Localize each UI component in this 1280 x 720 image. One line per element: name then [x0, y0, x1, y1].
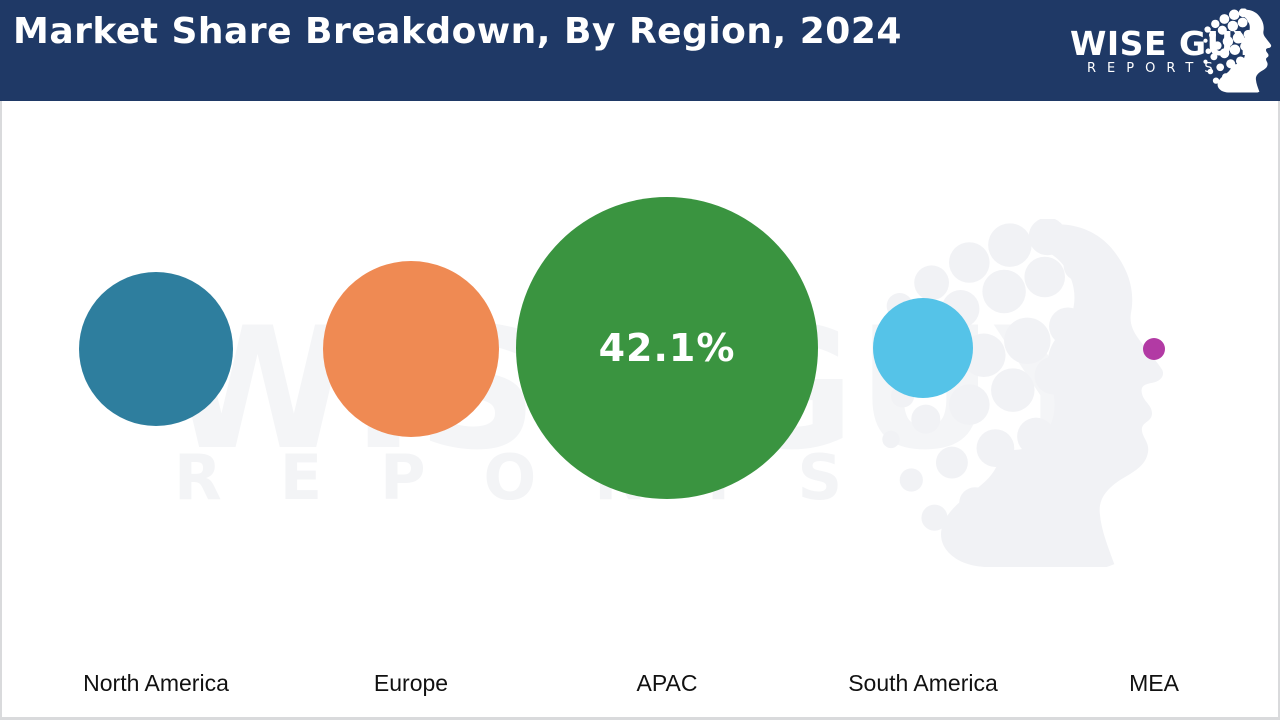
- page-title: Market Share Breakdown, By Region, 2024: [13, 11, 902, 52]
- brand-head-icon: [1202, 6, 1272, 95]
- bubble-europe: [323, 261, 499, 437]
- region-label-south-america: South America: [848, 670, 998, 696]
- region-label-europe: Europe: [373, 670, 449, 696]
- bubble-north-america: [79, 272, 233, 426]
- chart-area: WISE GUY REPORTS 42.1% North AmericaEuro…: [0, 101, 1280, 720]
- region-label-mea: MEA: [1129, 670, 1179, 696]
- bubble-mea: [1143, 338, 1165, 360]
- region-label-apac: APAC: [636, 670, 698, 696]
- bubble-apac: 42.1%: [516, 197, 818, 499]
- brand-subtitle-text: REPORTS: [1087, 61, 1224, 76]
- brand-logo: WISE GUY REPORTS: [1032, 0, 1272, 101]
- region-label-north-america: North America: [83, 670, 229, 696]
- header: Market Share Breakdown, By Region, 2024 …: [0, 0, 1280, 101]
- bubble-value-label-apac: 42.1%: [598, 326, 736, 370]
- watermark-reports-text: REPORTS: [174, 441, 901, 514]
- bubble-south-america: [873, 298, 973, 398]
